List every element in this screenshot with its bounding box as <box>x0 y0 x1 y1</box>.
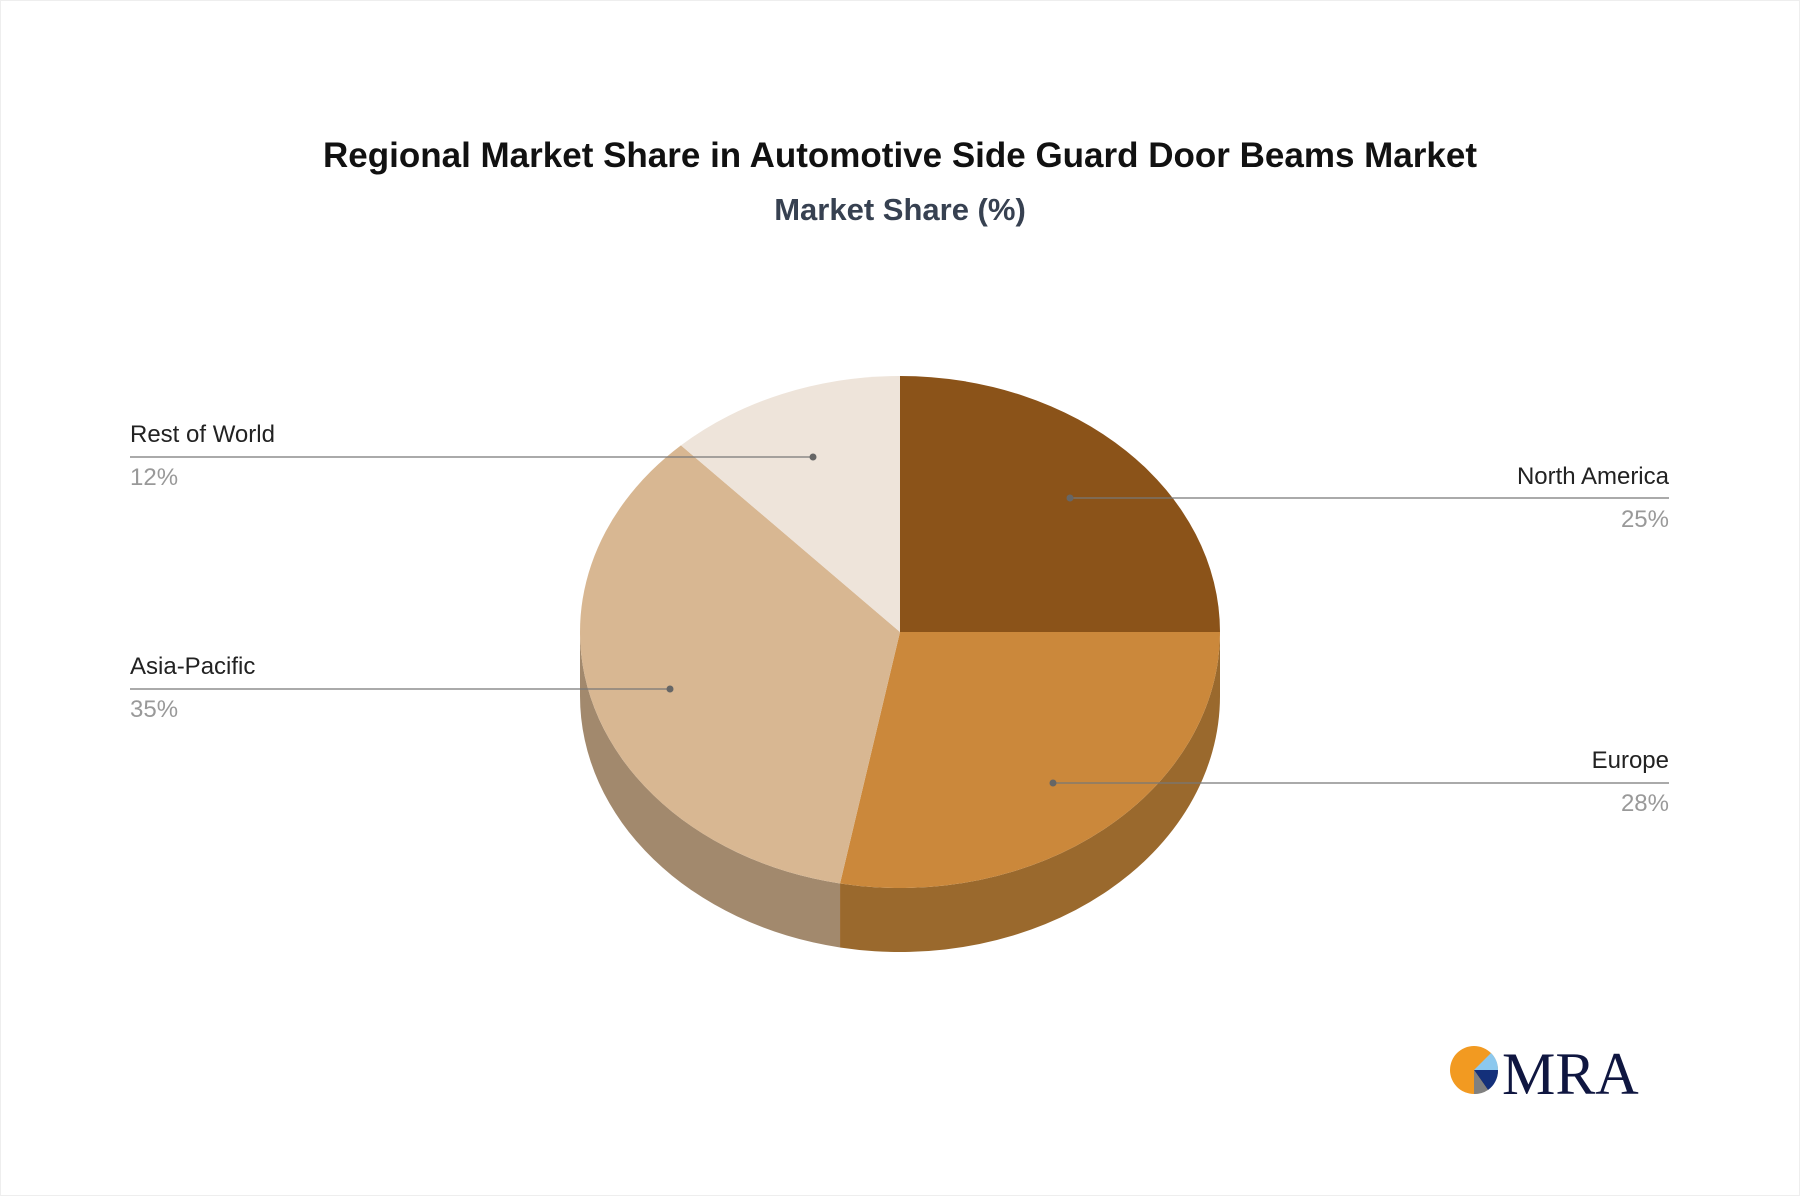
value-europe: 28% <box>1620 790 1669 817</box>
pie-slice-rest-of-world[interactable] <box>680 376 900 632</box>
svg-text:MRA: MRA <box>1502 1041 1639 1100</box>
pie-slice-north-america[interactable] <box>900 376 1220 632</box>
pie-side-europe <box>840 632 1220 952</box>
pie-slice-asia-pacific[interactable] <box>580 445 900 884</box>
pie-side-asia-pacific <box>580 632 841 948</box>
pie-logo-icon: MRA <box>1450 1041 1639 1107</box>
leader-dot-rest-of-world <box>809 453 817 461</box>
label-rest-of-world: Rest of World <box>130 421 275 448</box>
chart-title: Regional Market Share in Automotive Side… <box>323 136 1477 175</box>
label-europe: Europe <box>1591 747 1669 774</box>
value-asia-pacific: 35% <box>130 696 179 723</box>
leader-dot-north-america <box>1066 494 1074 502</box>
pie-slice-europe[interactable] <box>840 632 1220 889</box>
mra-logo: MRA <box>1448 1040 1648 1107</box>
value-north-america: 25% <box>1620 506 1669 533</box>
chart-subtitle: Market Share (%) <box>774 192 1026 227</box>
leader-dot-asia-pacific <box>666 685 674 693</box>
label-asia-pacific: Asia-Pacific <box>130 653 256 680</box>
leader-dot-europe <box>1049 779 1057 787</box>
label-north-america: North America <box>1516 463 1669 490</box>
value-rest-of-world: 12% <box>130 464 179 491</box>
